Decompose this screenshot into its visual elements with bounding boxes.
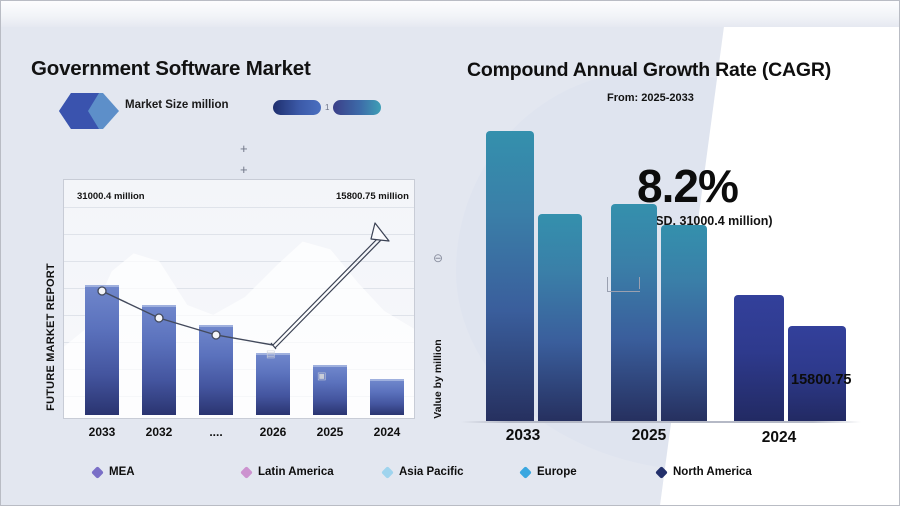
growth-arrow-icon <box>270 222 390 350</box>
left-chart-x-axis: 2033 2032 .... 2026 2025 2024 <box>63 425 415 445</box>
series-pill-separator: 1 <box>325 102 330 112</box>
series-pill-primary <box>273 100 321 115</box>
minus-circle-icon: ⊖ <box>433 251 444 265</box>
legend-marker-icon <box>519 465 532 479</box>
right-x-tick-2024: 2024 <box>761 429 797 446</box>
bracket-icon-tail <box>629 277 640 289</box>
cagr-value: 8.2% <box>637 160 739 212</box>
rbar-2033-a <box>486 131 534 421</box>
legend-item-north-america[interactable]: North America <box>655 465 752 479</box>
left-annotation-min: 15800.75 million <box>336 191 409 202</box>
rbar-2024-b <box>788 326 846 421</box>
x-tick-2: .... <box>209 425 223 439</box>
bar-2033 <box>85 285 119 415</box>
y-axis-right-label: Value by million <box>432 339 444 419</box>
x-tick-5: 2024 <box>373 425 401 439</box>
right-chart-data-label: 15800.75 <box>791 372 852 388</box>
bracket-icon <box>607 277 640 292</box>
watermark-icon-a: ▤ <box>266 349 276 360</box>
rbar-2025-b <box>661 225 707 421</box>
bar-2024 <box>370 379 404 415</box>
left-annotation-max: 31000.4 million <box>77 191 145 202</box>
legend-label: MEA <box>109 466 135 478</box>
series-pill-legend: 1 <box>273 100 382 115</box>
legend-label: Europe <box>537 466 577 478</box>
hexagon-logo-icon <box>59 93 119 129</box>
right-x-tick-2033: 2033 <box>505 427 541 444</box>
rbar-2025-a <box>611 204 657 421</box>
region-legend: MEA Latin America Asia Pacific Europe No… <box>1 463 899 485</box>
bar-ellipsis <box>199 325 233 415</box>
right-x-tick-2025: 2025 <box>631 427 667 444</box>
legend-label: Latin America <box>258 466 334 478</box>
cagr-note: (USD, 31000.4 million) <box>642 214 773 228</box>
plus-icon-a: + <box>240 141 248 156</box>
legend-label: Asia Pacific <box>399 466 464 478</box>
page-title: Government Software Market <box>31 57 311 80</box>
watermark-icon-b: ▣ <box>317 371 327 382</box>
x-tick-4: 2025 <box>316 425 344 439</box>
legend-item-europe[interactable]: Europe <box>519 465 577 479</box>
x-tick-1: 2032 <box>145 425 173 439</box>
market-size-legend-label: Market Size million <box>125 99 229 111</box>
cagr-subtitle: From: 2025-2033 <box>607 92 694 104</box>
plus-icon-b: + <box>240 162 248 177</box>
legend-marker-icon <box>91 465 104 479</box>
left-chart-overlay <box>97 222 390 350</box>
x-tick-3: 2026 <box>259 425 287 439</box>
legend-item-asia-pacific[interactable]: Asia Pacific <box>381 465 464 479</box>
top-fade-strip <box>1 1 899 27</box>
left-chart-bars <box>63 179 415 419</box>
bar-2032 <box>142 305 176 415</box>
y-axis-left-label: FUTURE MARKET REPORT <box>45 263 57 411</box>
rbar-2024-a <box>734 295 784 421</box>
legend-item-latin-america[interactable]: Latin America <box>240 465 334 479</box>
legend-marker-icon <box>240 465 253 479</box>
rbar-2033-b <box>538 214 582 421</box>
right-chart-bars <box>456 131 876 421</box>
legend-marker-icon <box>381 465 394 479</box>
right-chart-baseline <box>461 421 861 423</box>
cagr-title: Compound Annual Growth Rate (CAGR) <box>467 59 832 81</box>
bar-2025 <box>313 365 347 415</box>
legend-label: North America <box>673 466 752 478</box>
legend-marker-icon <box>655 465 668 479</box>
legend-item-mea[interactable]: MEA <box>91 465 135 479</box>
series-pill-secondary <box>333 100 382 115</box>
bar-2026 <box>256 353 290 415</box>
x-tick-0: 2033 <box>88 425 116 439</box>
